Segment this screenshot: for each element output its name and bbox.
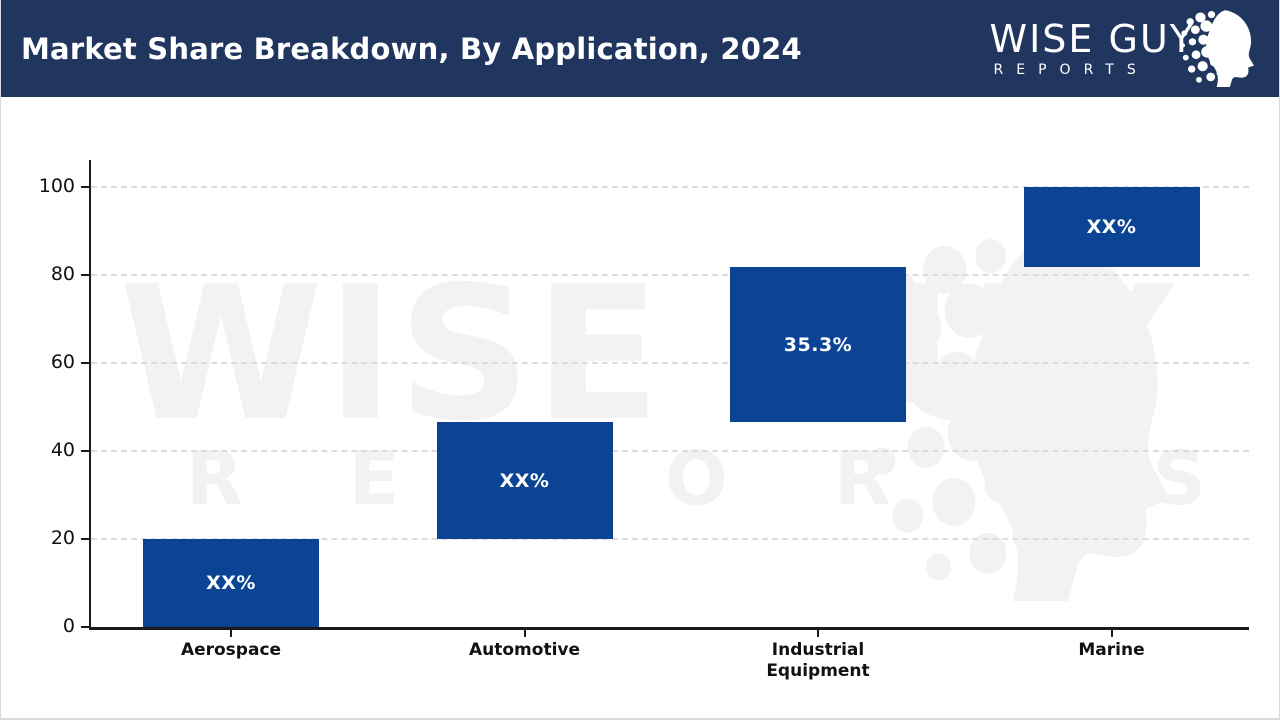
watermark-face-icon <box>861 235 1170 602</box>
bar-value-label-marine: XX% <box>1086 216 1137 239</box>
y-axis-tick-0 <box>81 626 91 628</box>
gridline-100 <box>91 186 1249 188</box>
header-bar: Market Share Breakdown, By Application, … <box>1 0 1279 97</box>
y-axis-tick-20 <box>81 538 91 540</box>
bar-industrial-equipment: 35.3% <box>730 267 906 423</box>
x-axis-category-label-aerospace: Aerospace <box>180 640 282 660</box>
wise-guy-reports-logo: WISE GUY REPORTS <box>990 6 1279 92</box>
x-axis-tick-industrial-equipment <box>817 630 819 637</box>
x-axis-category-label-industrial-equipment: Industrial Equipment <box>766 640 870 681</box>
gridline-60 <box>91 362 1249 364</box>
logo-wordmark: WISE GUY <box>989 16 1195 61</box>
gridline-80 <box>91 274 1249 276</box>
bar-automotive: XX% <box>436 422 613 539</box>
y-axis-tick-label-0: 0 <box>62 615 75 637</box>
y-axis-tick-label-80: 80 <box>50 263 75 285</box>
y-axis-tick-60 <box>81 362 91 364</box>
y-axis-tick-80 <box>81 274 91 276</box>
bar-value-label-automotive: XX% <box>499 469 550 492</box>
chart-title: Market Share Breakdown, By Application, … <box>21 31 802 66</box>
logo-face-icon <box>1180 9 1254 87</box>
y-axis-tick-label-60: 60 <box>50 351 75 373</box>
bar-value-label-industrial-equipment: 35.3% <box>783 333 853 356</box>
x-axis-tick-aerospace <box>230 630 232 637</box>
y-axis-tick-40 <box>81 450 91 452</box>
y-axis-tick-100 <box>81 186 91 188</box>
x-axis-category-label-marine: Marine <box>1078 640 1145 660</box>
bar-aerospace: XX% <box>143 539 319 627</box>
bar-marine: XX% <box>1023 187 1200 268</box>
x-axis-tick-automotive <box>523 630 526 637</box>
y-axis-tick-label-40: 40 <box>50 439 75 461</box>
x-axis-category-label-automotive: Automotive <box>468 640 581 660</box>
logo-subtitle: REPORTS <box>993 61 1149 78</box>
y-axis-tick-label-20: 20 <box>50 527 75 549</box>
x-axis-tick-marine <box>1110 630 1113 637</box>
gridline-40 <box>91 450 1249 452</box>
gridline-20 <box>91 538 1249 540</box>
plot-area: XX% XX% 35.3% XX% <box>81 160 1249 637</box>
logo-text: WISE GUY REPORTS <box>990 20 1195 78</box>
bar-value-label-aerospace: XX% <box>206 572 256 594</box>
y-axis-tick-label-100: 100 <box>38 175 75 197</box>
